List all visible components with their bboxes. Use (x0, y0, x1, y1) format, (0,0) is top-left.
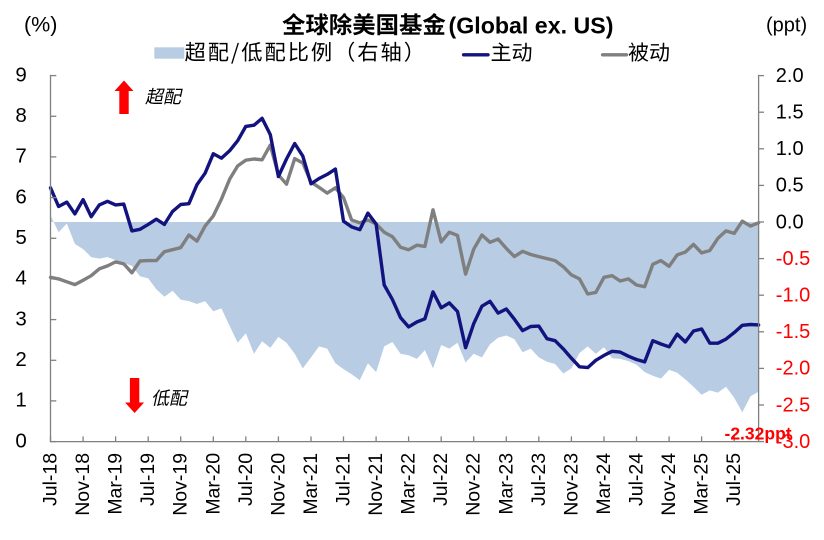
svg-text:Jul-22: Jul-22 (430, 453, 452, 506)
svg-text:-2.32ppt: -2.32ppt (725, 424, 792, 444)
svg-text:0: 0 (15, 429, 26, 452)
svg-text:Nov-20: Nov-20 (267, 453, 289, 516)
svg-text:Nov-19: Nov-19 (170, 453, 192, 516)
svg-text:5: 5 (15, 226, 26, 249)
svg-text:Mar-22: Mar-22 (398, 453, 420, 515)
svg-text:0.5: 0.5 (776, 175, 804, 197)
svg-text:(ppt): (ppt) (766, 14, 807, 36)
svg-text:Jul-20: Jul-20 (235, 453, 257, 506)
svg-text:Nov-22: Nov-22 (463, 453, 485, 516)
svg-text:Jul-25: Jul-25 (723, 453, 745, 506)
svg-text:Jul-23: Jul-23 (528, 453, 550, 506)
svg-text:Nov-18: Nov-18 (72, 453, 94, 516)
svg-text:4: 4 (15, 267, 26, 290)
svg-text:Nov-24: Nov-24 (658, 453, 680, 516)
svg-text:8: 8 (15, 104, 26, 127)
svg-text:Mar-20: Mar-20 (202, 453, 224, 515)
svg-text:Mar-25: Mar-25 (691, 453, 713, 515)
svg-text:Mar-19: Mar-19 (105, 453, 127, 515)
svg-text:-0.5: -0.5 (776, 248, 810, 270)
svg-text:7: 7 (15, 145, 26, 168)
svg-text:Jul-24: Jul-24 (626, 453, 648, 506)
svg-text:-3.0: -3.0 (776, 431, 810, 453)
svg-text:1: 1 (15, 389, 26, 412)
svg-text:-1.5: -1.5 (776, 321, 810, 343)
svg-text:1.5: 1.5 (776, 102, 804, 124)
svg-text:-2.5: -2.5 (776, 394, 810, 416)
svg-text:Mar-24: Mar-24 (593, 453, 615, 515)
svg-text:Mar-21: Mar-21 (300, 453, 322, 515)
svg-text:-1.0: -1.0 (776, 285, 810, 307)
svg-text:-2.0: -2.0 (776, 358, 810, 380)
svg-text:6: 6 (15, 185, 26, 208)
svg-text:Jul-19: Jul-19 (137, 453, 159, 506)
svg-text:(%): (%) (24, 12, 57, 36)
svg-text:9: 9 (15, 63, 26, 86)
svg-text:Nov-23: Nov-23 (560, 453, 582, 516)
svg-text:(Global ex. US): (Global ex. US) (449, 13, 614, 39)
svg-text:3: 3 (15, 307, 26, 330)
svg-text:1.0: 1.0 (776, 138, 804, 160)
svg-text:Jul-18: Jul-18 (40, 453, 62, 506)
svg-text:Mar-23: Mar-23 (495, 453, 517, 515)
svg-text:Nov-21: Nov-21 (365, 453, 387, 516)
svg-text:0.0: 0.0 (776, 211, 804, 233)
svg-text:Jul-21: Jul-21 (333, 453, 355, 506)
svg-text:2: 2 (15, 348, 26, 371)
svg-text:2.0: 2.0 (776, 65, 804, 87)
